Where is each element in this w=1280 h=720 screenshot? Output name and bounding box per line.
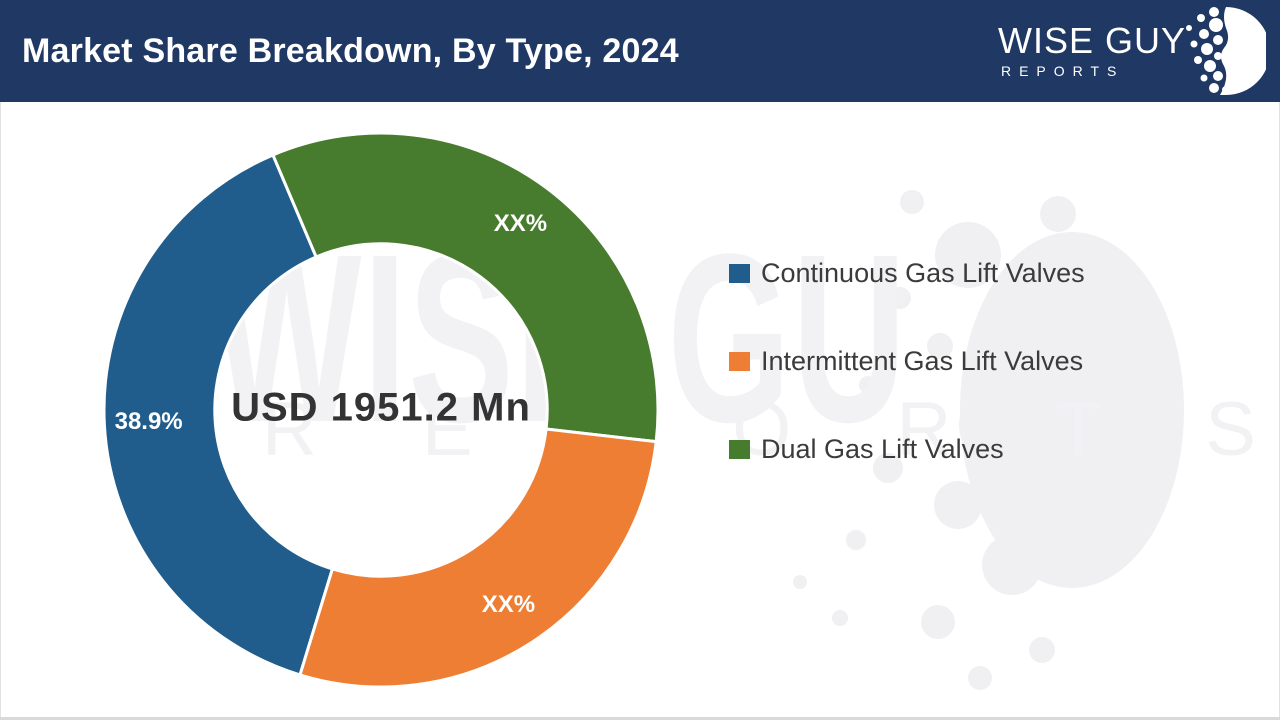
segment-percent-label: XX%	[481, 590, 536, 618]
legend-label: Intermittent Gas Lift Valves	[761, 346, 1084, 376]
donut-segment-dual-gas-lift-valves	[271, 131, 660, 444]
legend-label: Dual Gas Lift Valves	[761, 434, 1004, 464]
legend-swatch-intermittent	[729, 352, 750, 371]
legend-swatch-dual	[729, 440, 750, 459]
donut-segment-continuous-gas-lift-valves	[102, 153, 334, 677]
logo-face-icon	[1186, 7, 1266, 95]
legend-swatch-continuous	[729, 264, 750, 283]
logo-subtitle: REPORTS	[1000, 63, 1125, 79]
header-bar: Market Share Breakdown, By Type, 2024 WI…	[0, 0, 1280, 102]
logo-text: WISE GUY REPORTS	[997, 20, 1186, 80]
legend-item-continuous: Continuous Gas Lift Valves	[729, 258, 1085, 289]
donut-center-value: USD 1951.2 Mn	[231, 385, 531, 430]
legend-item-dual: Dual Gas Lift Valves	[729, 434, 1085, 465]
logo-wordmark: WISE GUY	[997, 20, 1186, 61]
chart-legend: Continuous Gas Lift Valves Intermittent …	[729, 258, 1085, 465]
donut-segment-intermittent-gas-lift-valves	[298, 427, 658, 689]
segment-percent-label: 38.9%	[114, 408, 183, 436]
page-title: Market Share Breakdown, By Type, 2024	[22, 31, 679, 70]
legend-label: Continuous Gas Lift Valves	[761, 258, 1085, 288]
wise-guy-reports-logo: WISE GUY REPORTS	[998, 4, 1266, 98]
segment-percent-label: XX%	[493, 209, 548, 237]
legend-item-intermittent: Intermittent Gas Lift Valves	[729, 346, 1085, 377]
